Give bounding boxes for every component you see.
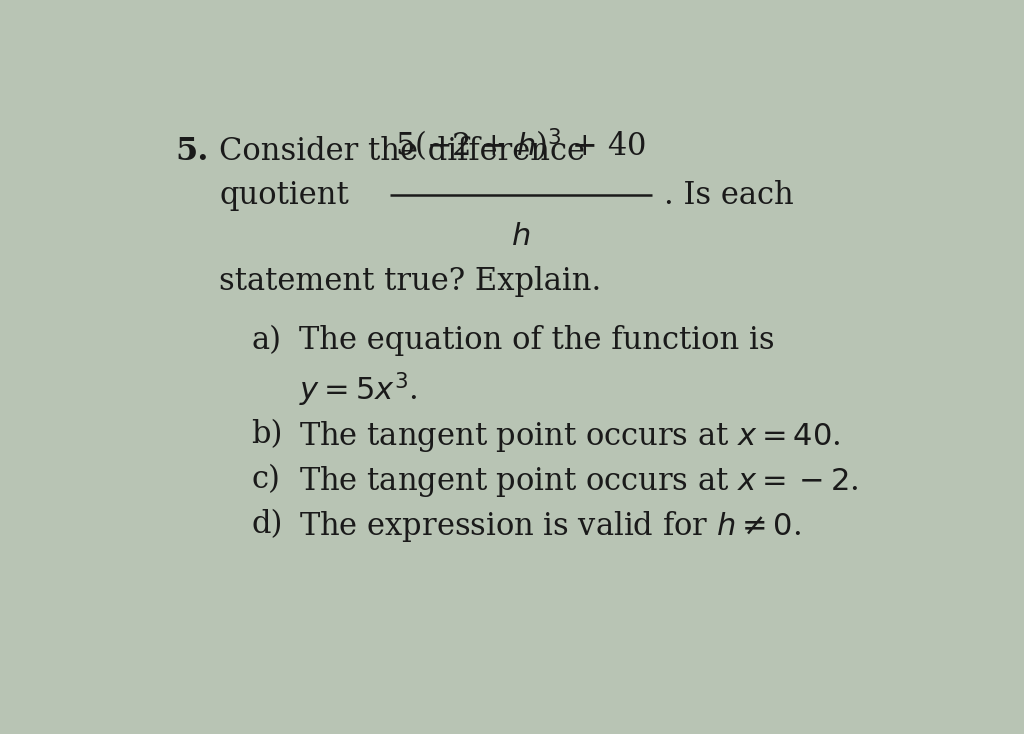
Text: The tangent point occurs at $x = -2$.: The tangent point occurs at $x = -2$. <box>299 464 858 499</box>
Text: statement true? Explain.: statement true? Explain. <box>219 266 601 297</box>
Text: . Is each: . Is each <box>664 180 794 211</box>
Text: 5.: 5. <box>176 136 209 167</box>
Text: $y = 5x^3$.: $y = 5x^3$. <box>299 371 417 409</box>
Text: c): c) <box>251 464 280 495</box>
Text: 5($-$2 + $h$)$^3$ + 40: 5($-$2 + $h$)$^3$ + 40 <box>395 127 646 164</box>
Text: The tangent point occurs at $x = 40$.: The tangent point occurs at $x = 40$. <box>299 418 841 454</box>
Text: b): b) <box>251 418 283 450</box>
Text: a): a) <box>251 325 281 357</box>
Text: quotient: quotient <box>219 180 349 211</box>
Text: d): d) <box>251 509 283 540</box>
Text: $h$: $h$ <box>511 221 530 252</box>
Text: The equation of the function is: The equation of the function is <box>299 325 774 357</box>
Text: Consider the difference: Consider the difference <box>219 136 586 167</box>
Text: The expression is valid for $h \neq 0$.: The expression is valid for $h \neq 0$. <box>299 509 801 544</box>
